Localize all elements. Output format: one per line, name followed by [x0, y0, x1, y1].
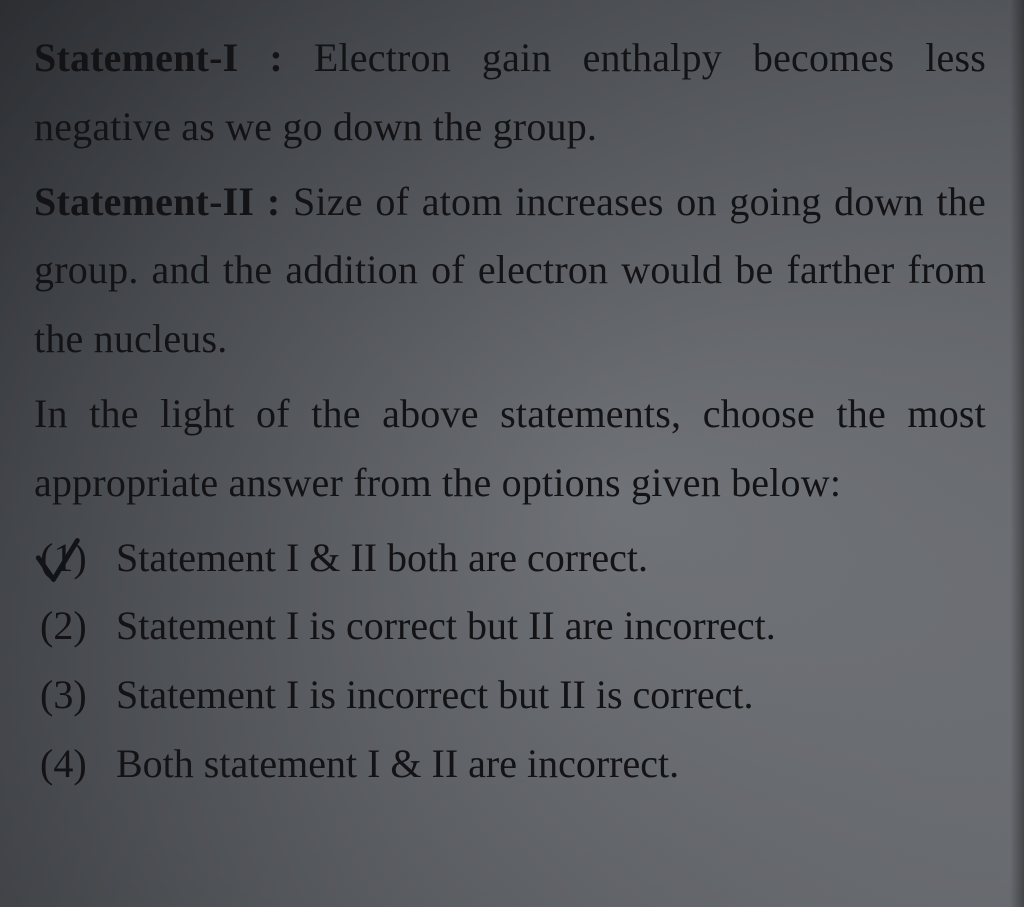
statement-2: Statement-II : Size of atom increases on…	[34, 168, 986, 374]
option-2: (2) Statement I is correct but II are in…	[40, 592, 986, 661]
option-number: (2)	[40, 592, 106, 661]
option-number: (3)	[40, 661, 106, 730]
option-4: (4) Both statement I & II are incorrect.	[40, 730, 986, 799]
question-page: Statement-I : Electron gain enthalpy bec…	[34, 24, 986, 799]
option-1: (1) Statement I & II both are correct.	[40, 524, 986, 593]
option-text: Statement I & II both are correct.	[116, 524, 986, 593]
option-text: Both statement I & II are incorrect.	[116, 730, 986, 799]
option-text: Statement I is incorrect but II is corre…	[116, 661, 986, 730]
option-3: (3) Statement I is incorrect but II is c…	[40, 661, 986, 730]
statement-2-label: Statement-II :	[34, 179, 280, 224]
statement-1-label: Statement-I :	[34, 35, 283, 80]
options-list: (1) Statement I & II both are correct. (…	[34, 524, 986, 799]
statement-1: Statement-I : Electron gain enthalpy bec…	[34, 24, 986, 162]
option-text: Statement I is correct but II are incorr…	[116, 592, 986, 661]
option-number: (1)	[40, 524, 106, 593]
page-right-shadow	[1010, 0, 1024, 907]
question-prompt: In the light of the above statements, ch…	[34, 380, 986, 518]
option-number: (4)	[40, 730, 106, 799]
